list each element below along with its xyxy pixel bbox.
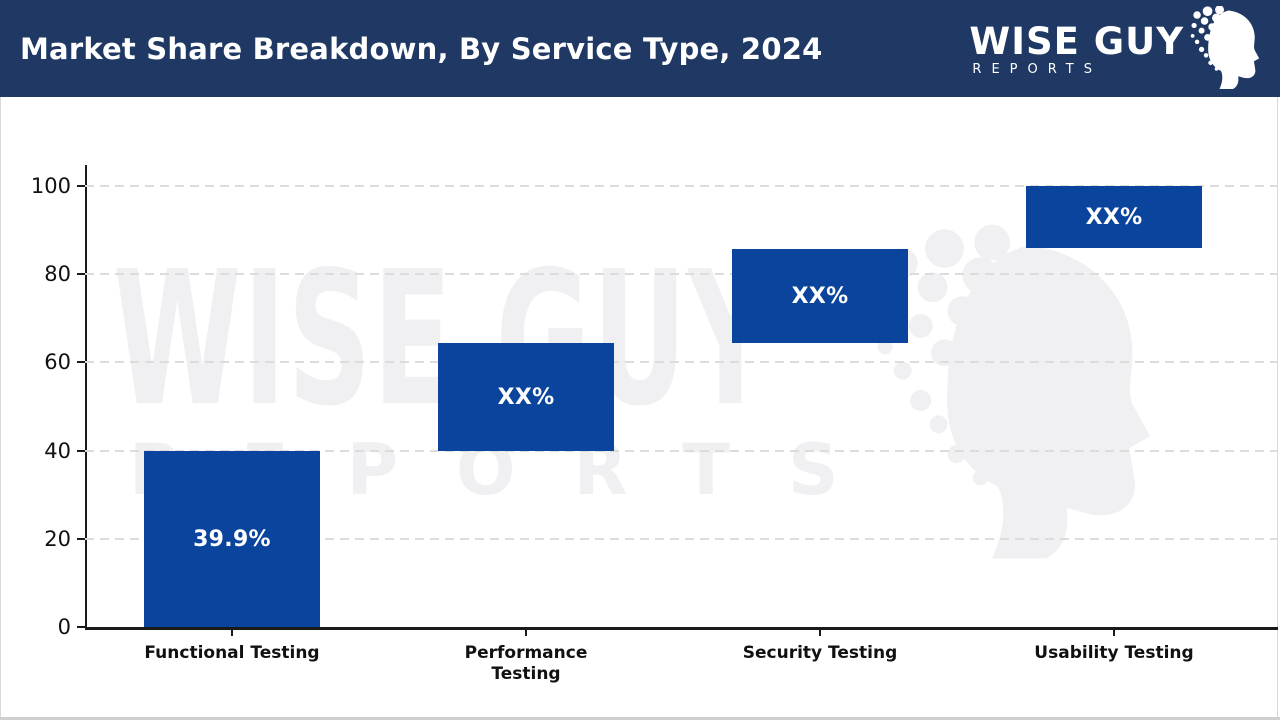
- logo-face-icon: [1190, 6, 1260, 90]
- y-tick-40: [77, 449, 85, 452]
- bar-performance-testing: XX%: [438, 342, 614, 452]
- x-tick-label-usability-testing: Usability Testing: [1034, 643, 1194, 663]
- y-tick-20: [77, 537, 85, 540]
- gridline-60: [85, 361, 1278, 364]
- wiseguy-logo: WISE GUY REPORTS: [969, 6, 1266, 92]
- y-axis: [85, 165, 87, 630]
- gridline-80: [85, 273, 1278, 276]
- y-tick-60: [77, 361, 85, 364]
- bar-value-label: 39.9%: [193, 526, 271, 552]
- x-axis: [85, 627, 1278, 630]
- x-tick-security-testing: [819, 629, 821, 636]
- y-tick-label: 80: [44, 262, 71, 287]
- x-tick-performance-testing: [525, 629, 527, 636]
- header: Market Share Breakdown, By Service Type,…: [0, 0, 1280, 97]
- x-tick-label-security-testing: Security Testing: [742, 643, 898, 663]
- chart-body: WISE GUY REPORTS 0 20 40 60 80 100 39.9% Functi…: [0, 97, 1278, 717]
- bottom-border: [0, 717, 1280, 720]
- bar-value-label: XX%: [1085, 204, 1143, 230]
- logo-line1: WISE GUY: [969, 19, 1184, 63]
- x-tick-functional-testing: [231, 629, 233, 636]
- bar-usability-testing: XX%: [1026, 186, 1202, 249]
- x-tick-label-functional-testing: Functional Testing: [144, 643, 320, 663]
- y-tick-label: 0: [57, 615, 71, 639]
- plot-area: 0 20 40 60 80 100 39.9% Functional Testing XX% Pe…: [31, 165, 1278, 684]
- bar-value-label: XX%: [791, 283, 849, 309]
- bar-security-testing: XX%: [732, 249, 908, 343]
- x-tick-usability-testing: [1113, 629, 1115, 636]
- logo-line2: REPORTS: [972, 61, 1103, 77]
- page-title: Market Share Breakdown, By Service Type,…: [20, 31, 823, 66]
- y-tick-label: 60: [44, 350, 71, 375]
- y-tick-label: 100: [30, 174, 71, 198]
- gridline-100: [85, 185, 1278, 187]
- y-tick-label: 40: [44, 438, 71, 463]
- gridline-20: [85, 537, 1278, 540]
- logo-wordmark: WISE GUY REPORTS: [969, 23, 1184, 76]
- y-tick-0: [77, 626, 85, 628]
- y-tick-80: [77, 273, 85, 276]
- bar-functional-testing: 39.9%: [144, 451, 320, 627]
- x-tick-label-performance-testing: Performance Testing: [464, 643, 588, 685]
- gridline-40: [85, 449, 1278, 452]
- y-tick-100: [77, 185, 85, 187]
- bar-value-label: XX%: [497, 384, 555, 410]
- y-tick-label: 20: [44, 526, 71, 551]
